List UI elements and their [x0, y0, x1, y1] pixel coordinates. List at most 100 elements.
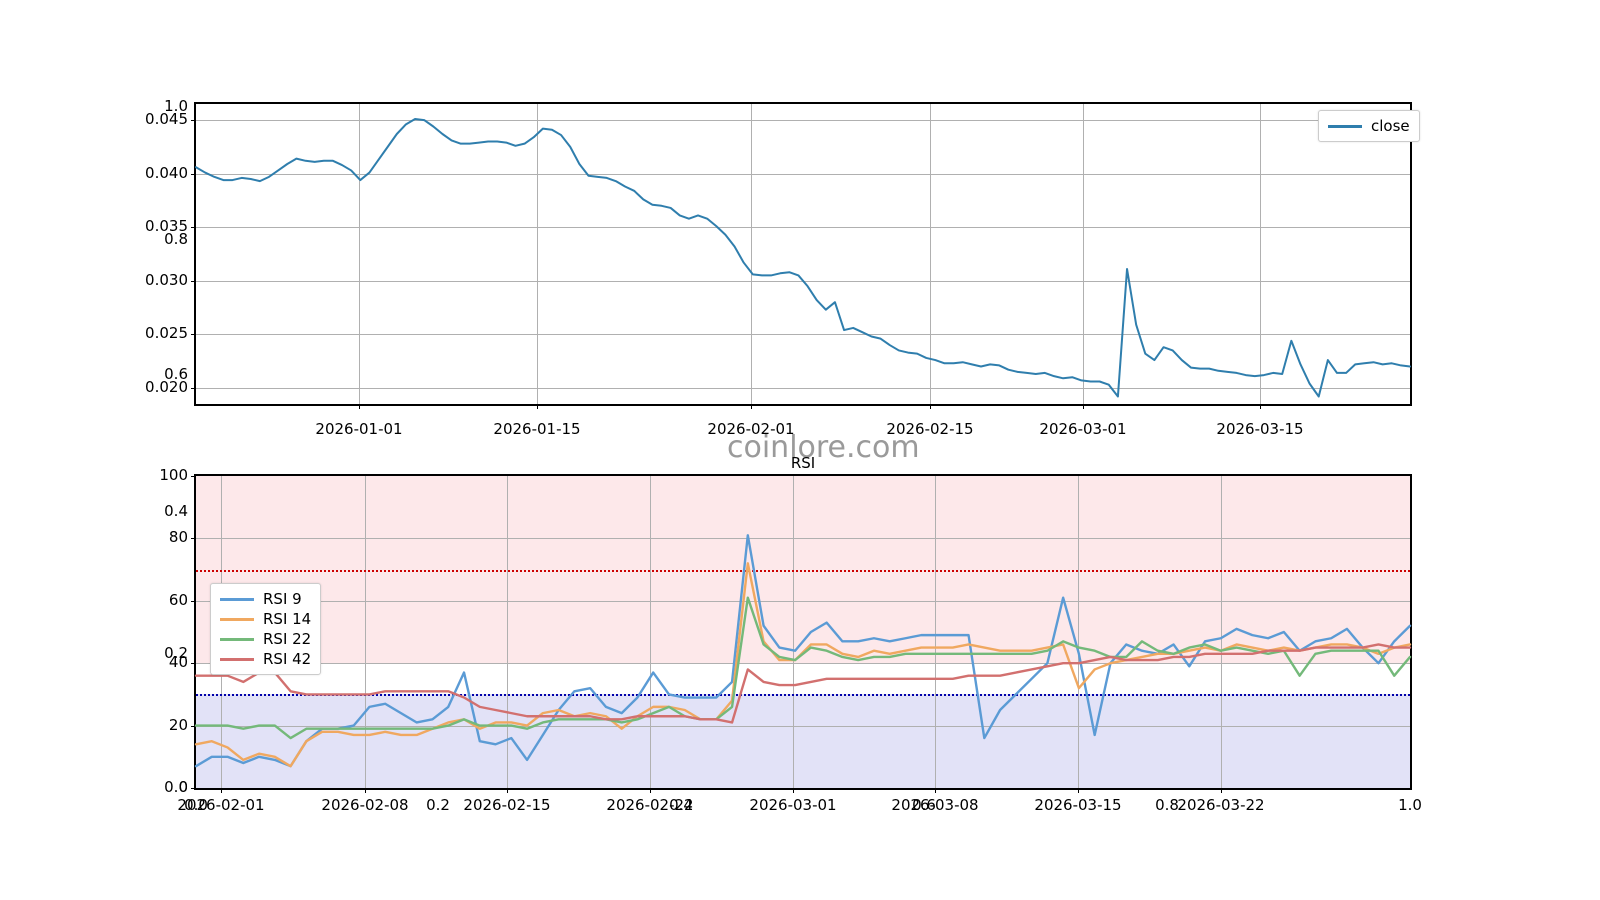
price-y-overlay-label: 0.8: [164, 230, 188, 248]
price-x-tick-label: 2026-03-01: [1039, 420, 1127, 438]
rsi-x-tick: [935, 788, 936, 793]
price-x-tick: [751, 404, 752, 409]
price-plot-area: [196, 104, 1410, 404]
rsi-gridline-v: [1221, 476, 1222, 788]
rsi-legend-item[interactable]: RSI 9: [220, 589, 311, 609]
price-x-tick: [1083, 404, 1084, 409]
rsi-x-tick: [507, 788, 508, 793]
price-x-tick-label: 2026-02-01: [707, 420, 795, 438]
rsi-line-rsi-42: [194, 643, 1412, 724]
price-y-overlay-label: 1.0: [164, 97, 188, 115]
rsi-legend-label: RSI 14: [263, 610, 312, 628]
rsi-y-tick-label: 100: [159, 466, 188, 484]
price-y-overlay-label: 0.6: [164, 365, 188, 383]
rsi-legend-swatch: [220, 617, 254, 621]
price-legend-label: close: [1371, 117, 1410, 135]
price-y-tick: [191, 120, 196, 121]
rsi-x-overlay-label: 0.0: [184, 796, 208, 814]
rsi-gridline-v: [650, 476, 651, 788]
price-x-tick-label: 2026-01-15: [493, 420, 581, 438]
price-x-tick-label: 2026-03-15: [1216, 420, 1304, 438]
price-gridline-v: [537, 104, 538, 404]
price-gridline-v: [359, 104, 360, 404]
rsi-legend-label: RSI 9: [263, 590, 302, 608]
rsi-legend-swatch: [220, 597, 254, 601]
rsi-gridline-h: [196, 538, 1410, 539]
price-x-tick: [930, 404, 931, 409]
price-gridline-v: [751, 104, 752, 404]
price-y-tick: [191, 388, 196, 389]
price-gridline-h: [196, 227, 1410, 228]
rsi-gridline-h: [196, 663, 1410, 664]
price-x-tick: [537, 404, 538, 409]
rsi-x-overlay-label: 0.4: [669, 796, 693, 814]
rsi-x-tick: [365, 788, 366, 793]
rsi-spine-right: [1410, 474, 1412, 790]
rsi-gridline-v: [793, 476, 794, 788]
price-y-tick-label: 0.030: [145, 271, 188, 289]
rsi-gridline-h: [196, 726, 1410, 727]
rsi-oversold-band: [196, 694, 1410, 788]
rsi-y-tick: [191, 601, 196, 602]
rsi-x-overlay-label: 0.8: [1155, 796, 1179, 814]
rsi-spine-left: [194, 474, 196, 790]
rsi-y-tick-label: 20: [168, 716, 188, 734]
rsi-y-tick: [191, 788, 196, 789]
price-y-tick: [191, 174, 196, 175]
price-y-tick-label: 0.020: [145, 378, 188, 396]
price-legend-item[interactable]: close: [1328, 116, 1410, 136]
rsi-legend-item[interactable]: RSI 22: [220, 629, 311, 649]
rsi-gridline-v: [935, 476, 936, 788]
price-legend-swatch: [1328, 124, 1362, 128]
rsi-oversold-line: [196, 694, 1410, 697]
rsi-x-tick-label: 2026-02-01: [177, 796, 265, 814]
price-spine-bottom: [196, 404, 1411, 406]
rsi-x-tick-label: 2026-02-08: [321, 796, 409, 814]
rsi-y-tick-label: 0: [178, 778, 188, 796]
rsi-y-tick: [191, 726, 196, 727]
rsi-y-overlay-label: 0.0: [164, 778, 188, 796]
rsi-legend-item[interactable]: RSI 14: [220, 609, 311, 629]
price-y-tick-label: 0.040: [145, 164, 188, 182]
rsi-x-overlay-label: 0.6: [912, 796, 936, 814]
price-gridline-v: [930, 104, 931, 404]
rsi-gridline-v: [507, 476, 508, 788]
rsi-title: RSI: [790, 454, 816, 472]
rsi-y-tick: [191, 538, 196, 539]
price-x-tick: [359, 404, 360, 409]
rsi-y-overlay-label: 0.4: [164, 502, 188, 520]
rsi-x-tick: [793, 788, 794, 793]
rsi-gridline-v: [1078, 476, 1079, 788]
price-y-tick-label: 0.035: [145, 217, 188, 235]
price-gridline-h: [196, 174, 1410, 175]
rsi-x-tick-label: 2026-03-08: [891, 796, 979, 814]
price-x-tick-label: 2026-02-15: [886, 420, 974, 438]
rsi-gridline-h: [196, 601, 1410, 602]
price-y-tick: [191, 227, 196, 228]
rsi-legend-item[interactable]: RSI 42: [220, 649, 311, 669]
rsi-y-tick: [191, 663, 196, 664]
rsi-x-tick-label: 2026-03-15: [1034, 796, 1122, 814]
rsi-legend-swatch: [220, 637, 254, 641]
price-spine-left: [194, 102, 196, 406]
rsi-legend[interactable]: RSI 9 RSI 14 RSI 22 RSI 42: [210, 583, 322, 675]
rsi-legend-swatch: [220, 657, 254, 661]
rsi-legend-label: RSI 42: [263, 650, 312, 668]
rsi-y-tick-label: 40: [168, 653, 188, 671]
rsi-x-overlay-label: 0.2: [426, 796, 450, 814]
rsi-legend-label: RSI 22: [263, 630, 312, 648]
price-x-tick: [1260, 404, 1261, 409]
rsi-y-tick-label: 60: [168, 591, 188, 609]
price-gridline-v: [1260, 104, 1261, 404]
price-y-tick: [191, 281, 196, 282]
price-spine-right: [1410, 102, 1412, 406]
rsi-y-tick: [191, 476, 196, 477]
rsi-overbought-line: [196, 569, 1410, 572]
rsi-x-tick-label: 2026-03-22: [1177, 796, 1265, 814]
rsi-x-tick: [650, 788, 651, 793]
rsi-line-rsi-14: [194, 562, 1412, 768]
price-legend[interactable]: close: [1318, 110, 1420, 142]
